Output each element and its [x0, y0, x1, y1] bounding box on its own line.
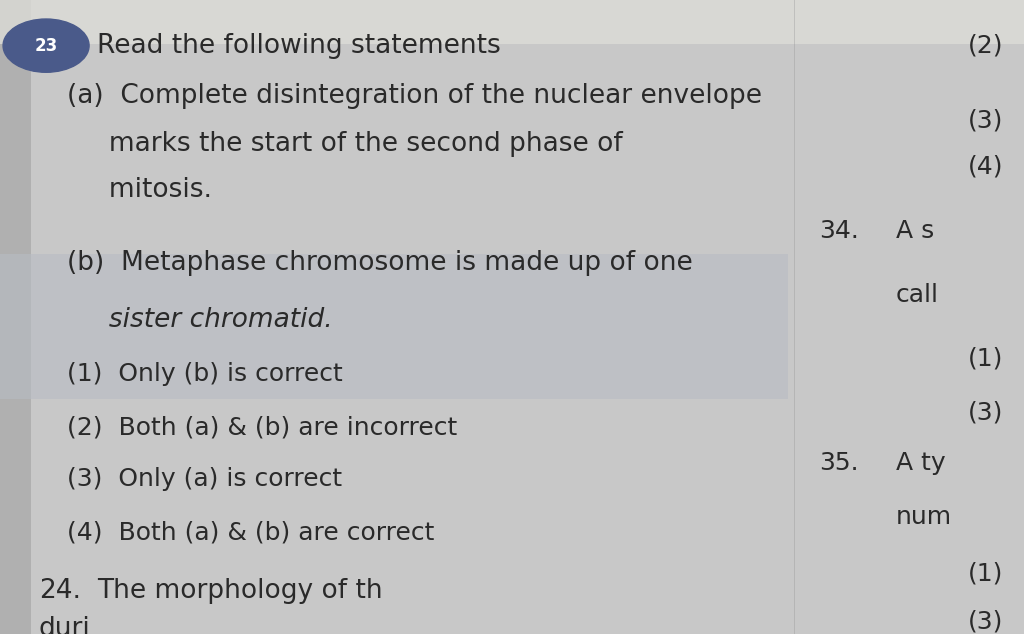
Text: (2)  Both (a) & (b) are incorrect: (2) Both (a) & (b) are incorrect: [67, 416, 457, 440]
Text: A ty: A ty: [896, 451, 945, 475]
Bar: [0, 0, 31, 634]
Circle shape: [3, 19, 89, 72]
Text: 35.: 35.: [819, 451, 859, 475]
Text: (3): (3): [968, 609, 1004, 633]
Text: (3): (3): [968, 400, 1004, 424]
Text: 24.: 24.: [39, 578, 81, 604]
Text: call: call: [896, 283, 939, 307]
Text: 23: 23: [35, 37, 57, 55]
Bar: [0, 0, 1024, 44]
Text: (a)  Complete disintegration of the nuclear envelope: (a) Complete disintegration of the nucle…: [67, 83, 762, 110]
Text: (3): (3): [968, 108, 1004, 133]
Text: mitosis.: mitosis.: [67, 177, 212, 204]
Text: (1): (1): [968, 562, 1004, 586]
Text: 34.: 34.: [819, 219, 859, 243]
Text: num: num: [896, 505, 952, 529]
Text: (1)  Only (b) is correct: (1) Only (b) is correct: [67, 362, 342, 386]
Text: (2): (2): [968, 34, 1004, 58]
Text: duri: duri: [39, 616, 91, 634]
Text: sister chromatid.: sister chromatid.: [67, 307, 332, 333]
Bar: [0, 254, 788, 399]
Text: The morphology of th: The morphology of th: [97, 578, 383, 604]
Text: (3)  Only (a) is correct: (3) Only (a) is correct: [67, 467, 342, 491]
Text: (4): (4): [968, 155, 1004, 179]
Text: (1): (1): [968, 346, 1004, 370]
Text: (4)  Both (a) & (b) are correct: (4) Both (a) & (b) are correct: [67, 521, 434, 545]
Text: (b)  Metaphase chromosome is made up of one: (b) Metaphase chromosome is made up of o…: [67, 250, 692, 276]
Text: marks the start of the second phase of: marks the start of the second phase of: [67, 131, 623, 157]
Text: A s: A s: [896, 219, 934, 243]
Text: Read the following statements: Read the following statements: [97, 32, 501, 59]
